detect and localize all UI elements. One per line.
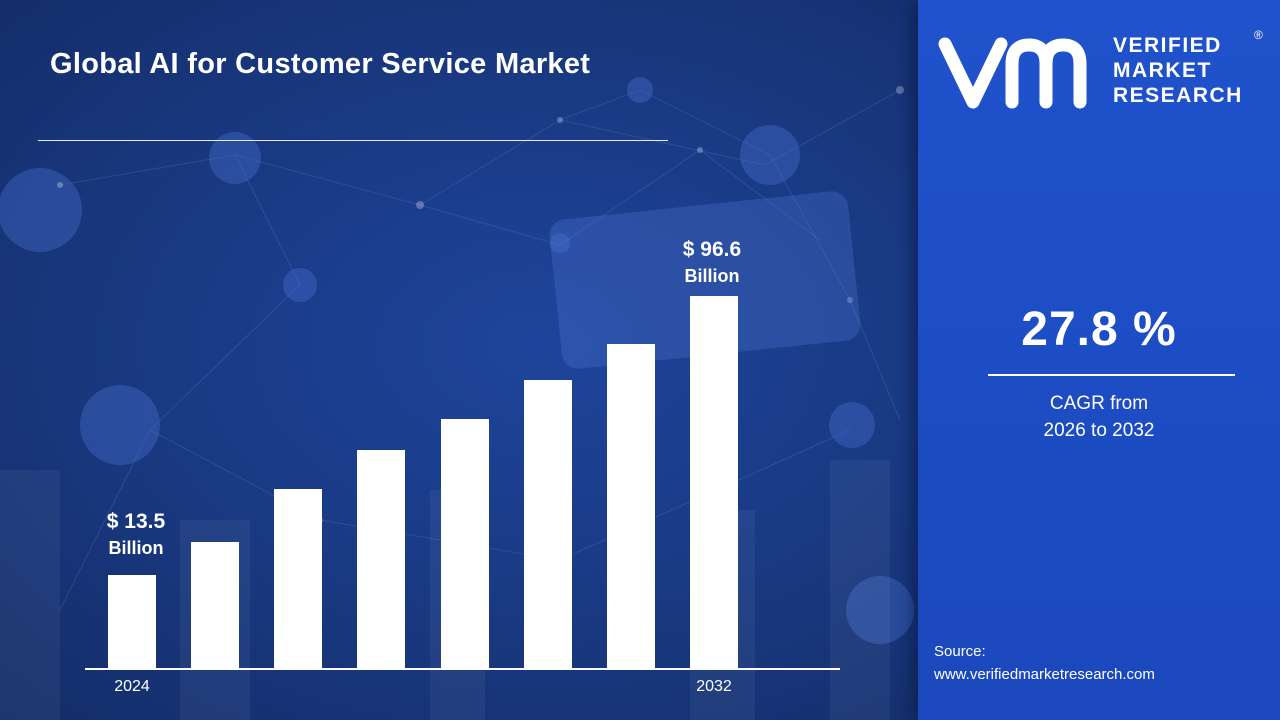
bar-chart: [108, 296, 738, 668]
brand-name: VERIFIED MARKET RESEARCH: [1113, 33, 1243, 108]
brand-block: VERIFIED MARKET RESEARCH ®: [936, 28, 1266, 120]
source-block: Source: www.verifiedmarketresearch.com: [934, 640, 1264, 686]
bar-period-3: [274, 489, 323, 668]
chart-section: Global AI for Customer Service Market $ …: [0, 48, 914, 695]
bar-period-5: [440, 418, 489, 668]
vmr-logo-icon: [938, 37, 1087, 109]
start-value-amount: $ 13.5: [106, 510, 166, 533]
bar-period-6: [523, 379, 572, 668]
brand-line-research: RESEARCH: [1113, 84, 1243, 107]
title-underline: [38, 140, 668, 141]
bar-2032: [689, 296, 738, 668]
start-value-unit: Billion: [108, 538, 164, 559]
end-value-unit: Billion: [684, 266, 740, 287]
cagr-caption-line2: 2026 to 2032: [1043, 420, 1155, 441]
side-panel: VERIFIED MARKET RESEARCH ® 27.8 % CAGR f…: [918, 0, 1280, 720]
cagr-caption-line1: CAGR from: [1049, 393, 1149, 414]
bar-period-2: [191, 541, 240, 668]
end-value-amount: $ 96.6: [682, 238, 742, 261]
bar-period-7: [606, 344, 655, 668]
cagr-divider: [988, 374, 1235, 376]
brand-line-verified: VERIFIED: [1113, 34, 1222, 57]
end-value-label: $ 96.6 Billion: [657, 236, 767, 289]
start-value-label: $ 13.5 Billion: [81, 508, 191, 561]
x-tick-2032: 2032: [696, 678, 732, 695]
source-url: www.verifiedmarketresearch.com: [934, 666, 1155, 683]
registered-trademark-symbol: ®: [1254, 28, 1263, 42]
bar-2024: [108, 575, 156, 668]
bar-period-4: [357, 450, 406, 668]
brand-line-market: MARKET: [1113, 59, 1212, 82]
x-axis-line: [85, 668, 840, 670]
source-label: Source:: [934, 643, 986, 660]
cagr-value: 27.8 %: [1021, 303, 1177, 356]
page-title: Global AI for Customer Service Market: [50, 48, 591, 80]
cagr-caption: CAGR from 2026 to 2032: [918, 390, 1280, 444]
x-tick-2024: 2024: [114, 678, 150, 695]
